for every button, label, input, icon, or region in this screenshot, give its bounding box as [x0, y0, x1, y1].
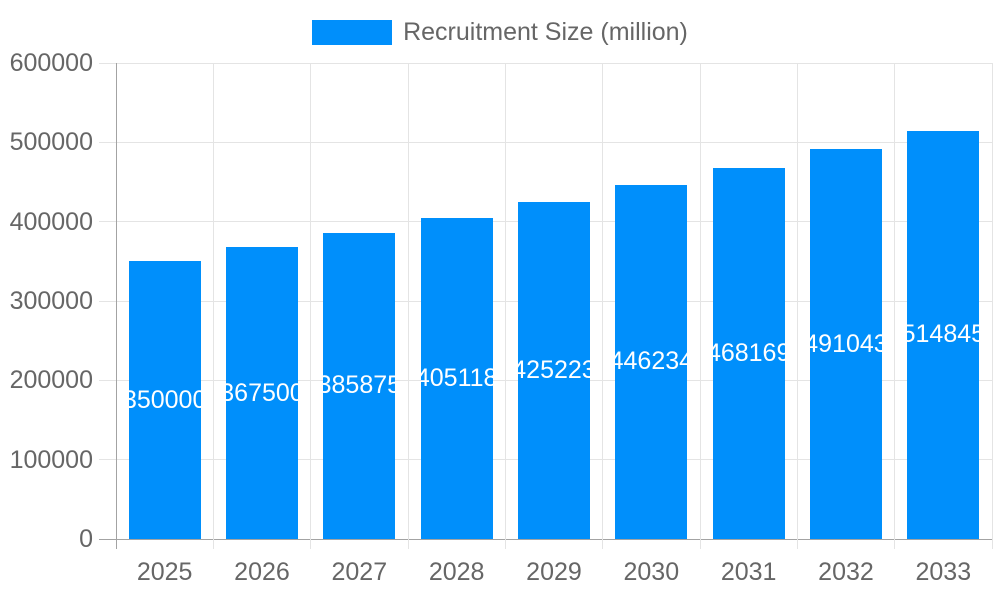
gridline-vertical [699, 63, 701, 539]
y-tick-label: 500000 [9, 128, 93, 157]
x-tick-label: 2030 [623, 558, 680, 586]
bar[interactable]: 446234 [615, 184, 688, 539]
bar-value-label: 446234 [615, 347, 688, 376]
x-tick-label: 2033 [915, 558, 972, 586]
x-tick-label: 2026 [234, 558, 290, 586]
bar[interactable]: 350000 [128, 261, 201, 539]
y-tick-label: 200000 [9, 366, 93, 395]
bar[interactable]: 385875 [323, 232, 396, 539]
x-tick-label: 2027 [331, 558, 388, 586]
y-axis-tick [99, 62, 116, 64]
x-axis-tick [504, 539, 506, 549]
bar-value-label: 468169 [712, 338, 785, 367]
x-axis-tick [602, 539, 604, 549]
bar[interactable]: 514845 [907, 130, 980, 539]
bar-value-label: 425223 [518, 355, 590, 384]
y-axis-tick [99, 379, 116, 381]
x-axis-tick [310, 539, 312, 549]
bar[interactable]: 367500 [226, 247, 298, 539]
gridline-vertical [504, 63, 506, 539]
x-axis-tick [407, 539, 409, 549]
y-tick-label: 300000 [9, 287, 93, 315]
bar-value-label: 350000 [128, 385, 201, 414]
x-tick-label: 2032 [818, 558, 874, 586]
gridline-vertical [894, 63, 896, 539]
y-axis-tick [99, 300, 116, 302]
bar-value-label: 405118 [420, 363, 493, 392]
y-axis-tick [99, 459, 116, 461]
x-tick-label: 2029 [526, 558, 582, 586]
legend-swatch [312, 19, 393, 45]
x-axis-tick [796, 539, 798, 549]
y-axis-tick [99, 538, 116, 540]
gridline-vertical [310, 63, 312, 539]
y-tick-label: 0 [79, 525, 93, 553]
bar-value-label: 367500 [226, 378, 298, 407]
bar[interactable]: 405118 [420, 217, 493, 539]
y-axis-tick [99, 141, 116, 143]
y-tick-label: 600000 [9, 49, 93, 77]
gridline-vertical [796, 63, 798, 539]
x-axis-tick [991, 539, 993, 549]
x-axis-tick [115, 539, 117, 549]
x-axis-tick [699, 539, 701, 549]
gridline-vertical [991, 63, 993, 539]
legend[interactable]: Recruitment Size (million) [0, 19, 1000, 45]
x-axis-line [116, 538, 992, 540]
gridline-vertical [602, 63, 604, 539]
gridline-vertical [407, 63, 409, 539]
gridline-horizontal [116, 62, 992, 64]
x-axis-tick [894, 539, 896, 549]
bar[interactable]: 425223 [518, 201, 590, 539]
bar[interactable]: 491043 [810, 149, 882, 539]
legend-label: Recruitment Size (million) [403, 18, 688, 46]
y-tick-label: 100000 [9, 445, 93, 474]
y-axis-tick [99, 221, 116, 223]
bar-value-label: 514845 [907, 320, 980, 349]
gridline-horizontal [116, 141, 992, 143]
x-tick-label: 2028 [428, 558, 485, 586]
x-tick-label: 2031 [720, 558, 777, 586]
bar-value-label: 385875 [323, 371, 396, 400]
y-tick-label: 400000 [9, 207, 93, 236]
bar[interactable]: 468169 [712, 167, 785, 539]
bar-value-label: 491043 [810, 329, 882, 358]
x-axis-tick [212, 539, 214, 549]
gridline-vertical [212, 63, 214, 539]
x-tick-label: 2025 [136, 558, 193, 586]
y-axis-line [115, 63, 117, 539]
